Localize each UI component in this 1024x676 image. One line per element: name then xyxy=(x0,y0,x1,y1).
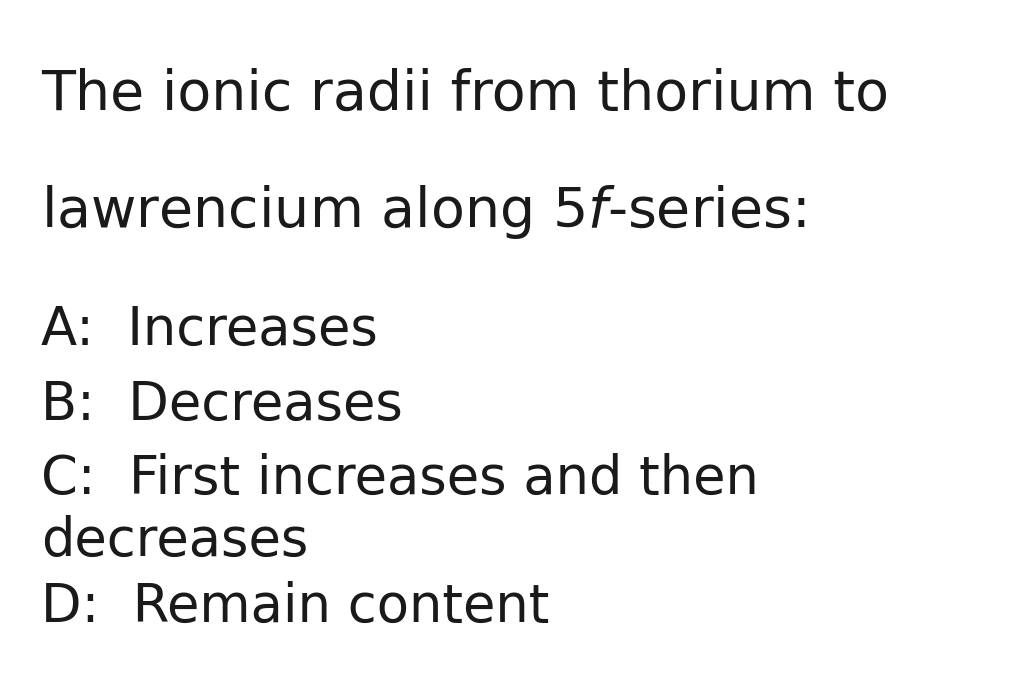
Text: C:  First increases and then
decreases: C: First increases and then decreases xyxy=(41,453,759,567)
Text: B:  Decreases: B: Decreases xyxy=(41,379,402,431)
Text: A:  Increases: A: Increases xyxy=(41,304,378,356)
Text: The ionic radii from thorium to: The ionic radii from thorium to xyxy=(41,68,889,122)
Text: lawrencium along $5\mathit{f}$-series:: lawrencium along $5\mathit{f}$-series: xyxy=(41,183,806,241)
Text: D:  Remain content: D: Remain content xyxy=(41,581,549,633)
